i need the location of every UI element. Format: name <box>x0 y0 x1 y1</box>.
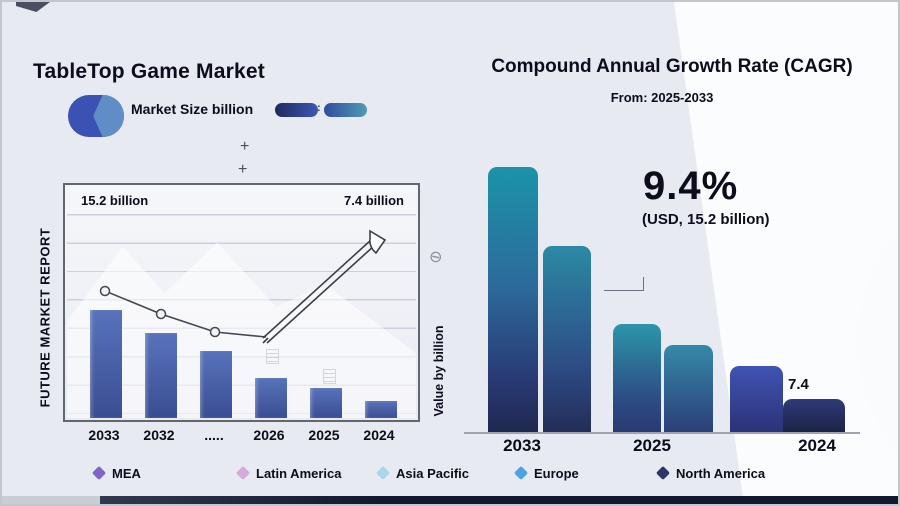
cagr-bar-2025-back <box>664 345 713 432</box>
x-label-2033: 2033 <box>88 427 120 443</box>
callout-7-4-billion: 7.4 billion <box>344 193 404 208</box>
market-size-chart-panel: 15.2 billion 7.4 billion <box>63 183 420 422</box>
bar-2025 <box>310 388 342 418</box>
logo-hexagon-icon <box>93 95 124 137</box>
cagr-x-label-2033: 2033 <box>503 436 541 455</box>
cagr-bar-2025-front <box>613 324 661 432</box>
line-marker-icon <box>209 326 221 338</box>
trend-line-overlay <box>99 229 387 344</box>
x-label-2026: 2026 <box>253 427 285 443</box>
legend-label: Asia Pacific <box>396 466 469 481</box>
callout-15-2-billion: 15.2 billion <box>81 193 149 208</box>
diamond-icon <box>235 465 251 481</box>
x-label-2032: 2032 <box>143 427 175 443</box>
diamond-icon <box>375 465 391 481</box>
cagr-subtitle: From: 2025-2033 <box>610 90 714 105</box>
bar-2024 <box>365 401 397 418</box>
page-title: TableTop Game Market <box>33 60 265 83</box>
ratio-separator: : <box>317 102 321 114</box>
x-label-dots: ..... <box>204 427 224 443</box>
ratio-pill-right-icon <box>324 103 367 117</box>
bar-dots <box>200 351 232 418</box>
cagr-bar-2033-front <box>488 167 538 432</box>
corner-accent-shape <box>16 2 50 12</box>
line-marker-icon <box>99 285 111 297</box>
plus-icon: + <box>238 161 248 178</box>
cagr-axis-line <box>464 432 860 434</box>
legend-label: Europe <box>534 466 579 481</box>
cagr-bar-2033-back <box>543 246 591 432</box>
diamond-icon <box>655 465 671 481</box>
diamond-icon <box>513 465 529 481</box>
bar-2033 <box>90 310 122 418</box>
cagr-value: 9.4% <box>643 164 739 208</box>
bottom-strip-dark <box>100 496 898 504</box>
callout-bracket-icon <box>604 277 644 291</box>
cagr-x-label-2024: 2024 <box>798 436 836 455</box>
legend-label: Latin America <box>256 466 342 481</box>
bar-2032 <box>145 333 177 418</box>
bar-value-label-7-4: 7.4 <box>788 376 809 393</box>
cagr-x-label-2025: 2025 <box>633 436 671 455</box>
value-by-billion-axis-label: Value by billion <box>432 325 446 417</box>
growth-arrow-icon <box>262 229 387 344</box>
cagr-title: Compound Annual Growth Rate (CAGR) <box>491 56 853 77</box>
plus-icon: + <box>240 138 250 155</box>
brand-logo-capsule-icon <box>68 95 124 137</box>
market-size-caption: Market Size billion <box>131 101 254 117</box>
cagr-bar-2024-back <box>783 399 845 432</box>
cagr-note: (USD, 15.2 billion) <box>642 211 770 228</box>
bar-2026 <box>255 378 287 418</box>
legend-label: North America <box>676 466 766 481</box>
x-label-2025: 2025 <box>308 427 340 443</box>
x-label-2024: 2024 <box>363 427 395 443</box>
doc-watermark-icon <box>266 349 279 364</box>
circle-minus-icon: ⊖ <box>427 247 444 268</box>
ratio-pill-left-icon <box>275 103 318 117</box>
line-marker-icon <box>155 308 167 320</box>
legend-label: MEA <box>112 466 141 481</box>
doc-watermark-icon <box>323 369 336 384</box>
future-market-report-watermark: FUTURE MARKET REPORT <box>37 227 53 408</box>
diamond-icon <box>91 465 107 481</box>
cagr-bar-2024-front <box>730 366 783 432</box>
